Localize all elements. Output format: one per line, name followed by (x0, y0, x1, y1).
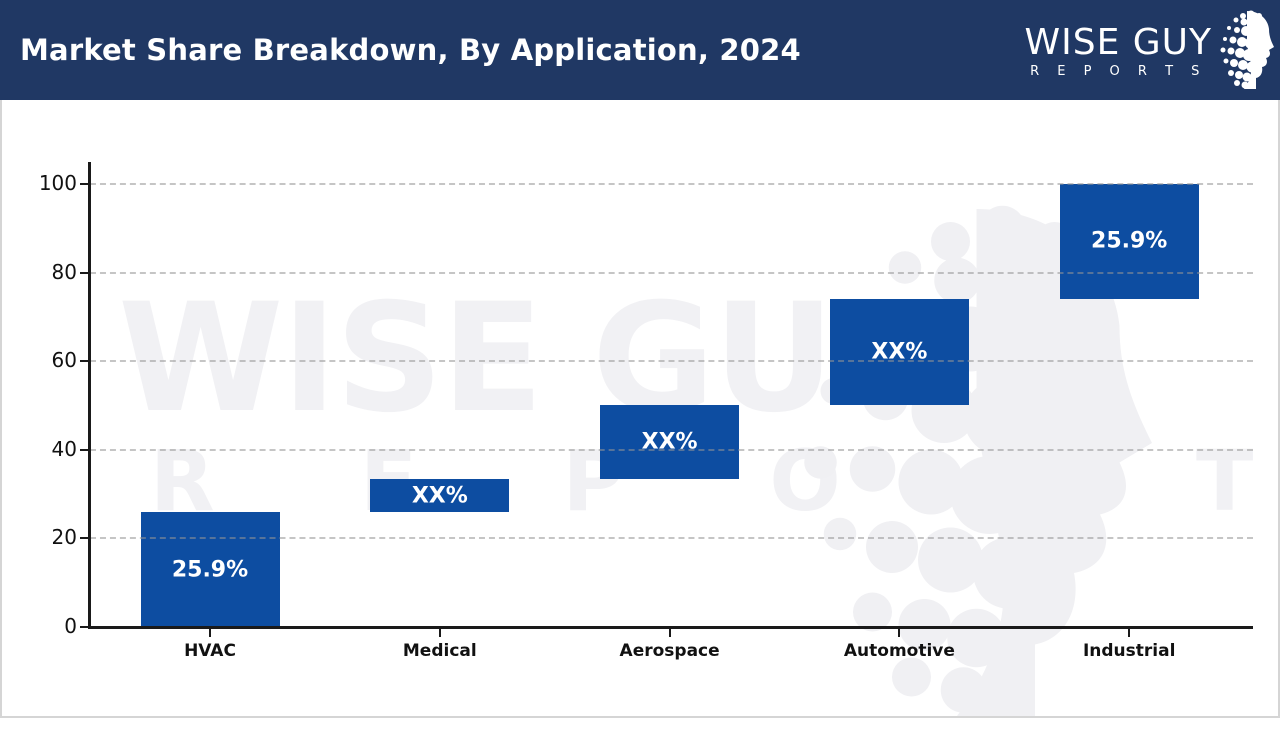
x-tick-aerospace (668, 628, 671, 637)
bar-value-label-aerospace: XX% (641, 429, 698, 455)
page-title: Market Share Breakdown, By Application, … (20, 33, 801, 67)
bar-automotive (829, 298, 969, 405)
gridline-40 (90, 448, 1253, 451)
bar-value-label-hvac: 25.9% (171, 557, 249, 583)
brand-logo-text: WISE GUY R E P O R T S (1025, 22, 1213, 79)
y-tick-0 (80, 626, 88, 628)
chart-canvas-frame (0, 100, 1280, 718)
y-tick-label-40: 40 (51, 436, 77, 461)
bar-value-label-medical: XX% (411, 483, 468, 509)
brand-logo: WISE GUY R E P O R T S (1025, 4, 1274, 96)
y-tick-label-100: 100 (38, 171, 77, 195)
gridline-80 (90, 271, 1253, 274)
bar-industrial (1059, 184, 1199, 299)
x-tick-label-hvac: HVAC (184, 641, 236, 661)
watermark-text-wiseguy: WISE GUY (118, 272, 942, 446)
x-tick-industrial (1128, 628, 1131, 637)
y-tick-60 (80, 360, 88, 363)
brand-subtitle: R E P O R T S (1030, 63, 1207, 79)
bar-value-label-automotive: XX% (871, 339, 928, 365)
y-tick-label-60: 60 (51, 348, 77, 373)
y-tick-100 (80, 183, 88, 185)
gridline-60 (90, 360, 1253, 363)
x-axis-line (87, 625, 1253, 629)
y-axis-line (87, 162, 91, 629)
x-tick-label-medical: Medical (402, 641, 477, 661)
brand-face-icon (1220, 10, 1274, 89)
x-tick-label-automotive: Automotive (843, 641, 955, 661)
bar-hvac (140, 512, 280, 627)
y-tick-20 (80, 537, 88, 540)
gridline-20 (90, 537, 1253, 540)
y-tick-label-20: 20 (51, 525, 77, 550)
x-tick-automotive (898, 628, 901, 637)
y-tick-label-80: 80 (51, 259, 77, 284)
y-tick-40 (80, 448, 88, 451)
x-tick-label-aerospace: Aerospace (619, 641, 720, 661)
x-tick-label-industrial: Industrial (1082, 641, 1176, 661)
y-tick-label-0: 0 (64, 614, 77, 638)
bar-aerospace (600, 404, 740, 480)
gridline-100 (90, 183, 1253, 185)
bar-medical (370, 479, 510, 513)
header-bar: Market Share Breakdown, By Application, … (0, 0, 1280, 100)
brand-name: WISE GUY (1024, 21, 1212, 63)
x-tick-medical (438, 628, 441, 637)
bar-value-label-industrial: 25.9% (1091, 228, 1168, 254)
x-tick-hvac (209, 628, 211, 637)
y-tick-80 (80, 271, 88, 274)
